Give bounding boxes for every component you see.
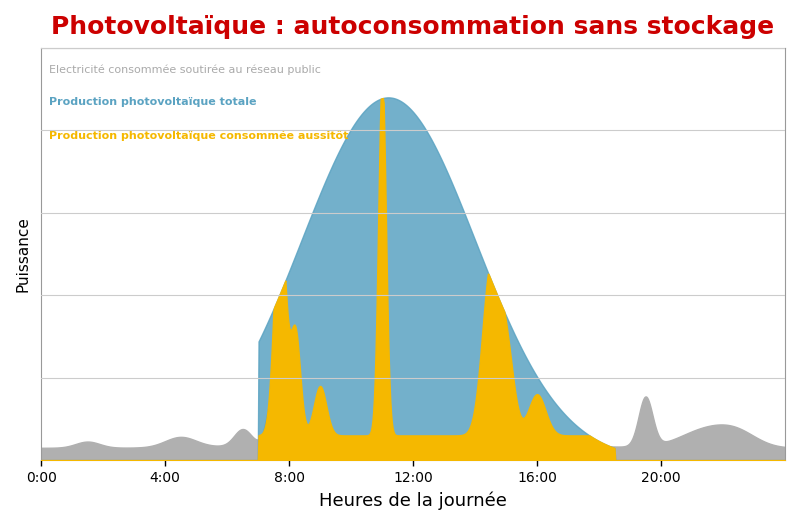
Y-axis label: Puissance: Puissance — [15, 216, 30, 292]
Text: Production photovoltaïque totale: Production photovoltaïque totale — [49, 97, 256, 107]
X-axis label: Heures de la journée: Heures de la journée — [319, 491, 507, 510]
Text: Production photovoltaïque consommée aussitôt: Production photovoltaïque consommée auss… — [49, 130, 348, 141]
Title: Photovoltaïque : autoconsommation sans stockage: Photovoltaïque : autoconsommation sans s… — [51, 15, 774, 39]
Text: Electricité consommée soutirée au réseau public: Electricité consommée soutirée au réseau… — [49, 65, 321, 75]
